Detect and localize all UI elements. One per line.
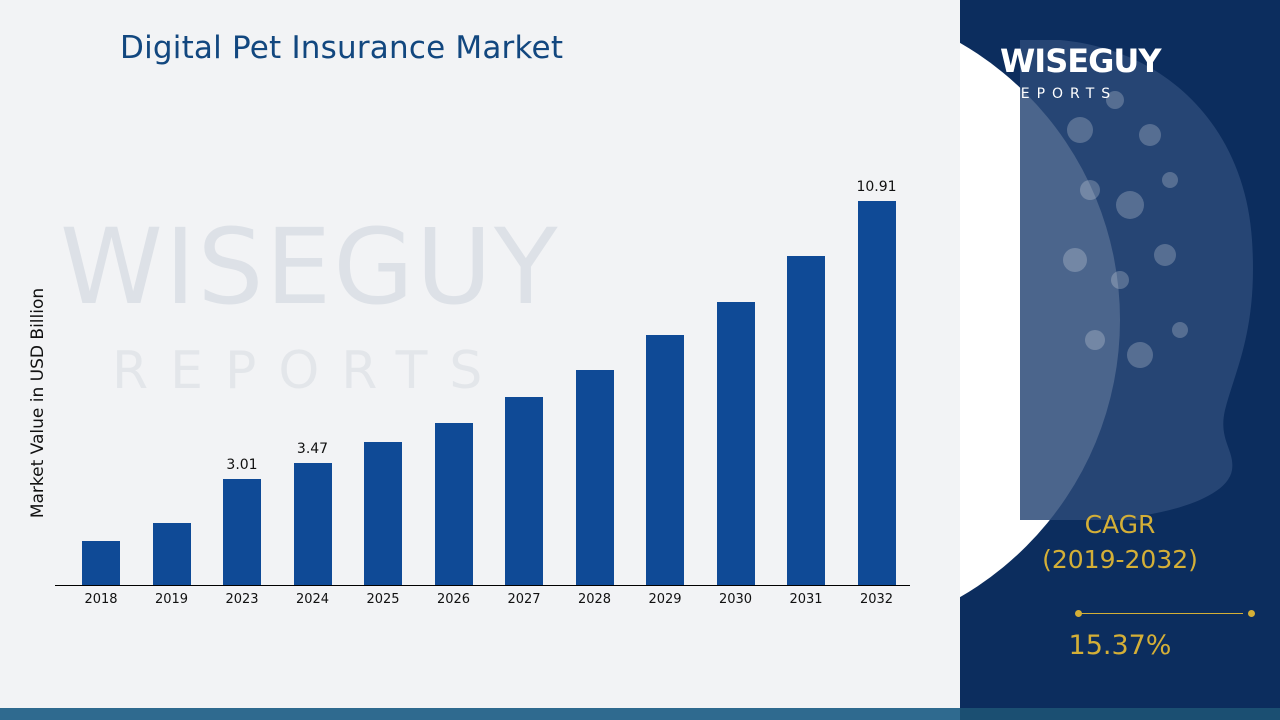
- bar: [857, 200, 896, 585]
- bar: [293, 462, 332, 585]
- x-tick-label: 2030: [718, 592, 753, 607]
- bar-slot: [137, 523, 207, 585]
- brand-panel: [960, 0, 1280, 710]
- bar-value-label: 3.47: [296, 440, 329, 457]
- chart-canvas: WISEGUY REPORTS Digital Pet Insurance Ma…: [28, 0, 912, 607]
- page-title: Digital Pet Insurance Market: [120, 30, 564, 66]
- x-tick-label: 2029: [648, 592, 682, 607]
- bar: [575, 370, 614, 585]
- head-silhouette-icon: [1020, 40, 1253, 520]
- cagr-divider-dot-left: [1075, 610, 1082, 617]
- bar-slot: [207, 479, 277, 585]
- bar-slot: [278, 462, 348, 585]
- bar: [787, 255, 825, 585]
- x-tick-label: 2028: [577, 592, 612, 607]
- bar-slot: [630, 334, 700, 585]
- bar-value-label: 10.91: [856, 178, 897, 195]
- bar-slot: [560, 370, 630, 585]
- bar: [82, 540, 120, 585]
- x-tick-label: 2032: [859, 592, 894, 607]
- bar: [716, 301, 755, 585]
- bar-series: 3.01 3.47 10.91: [55, 178, 912, 585]
- bar-slot: [701, 301, 771, 585]
- x-tick-label: 2031: [789, 592, 823, 607]
- y-axis-label-text: Market Value in USD Billion: [28, 287, 48, 519]
- bar-slot: [419, 423, 489, 585]
- bar-slot: [348, 442, 418, 585]
- bar: [152, 523, 191, 585]
- x-tick-label: 2027: [507, 592, 541, 607]
- bottom-strip-left: [0, 708, 960, 720]
- bar-slot: [66, 540, 136, 585]
- logo-text: WISEGUY: [1000, 42, 1162, 80]
- y-axis-label: Market Value in USD Billion: [28, 0, 48, 518]
- logo-subtext: REPORTS: [1004, 86, 1118, 102]
- logo: WISEGUY REPORTS: [1000, 40, 1230, 120]
- x-axis-line: [55, 585, 910, 586]
- x-tick-label: 2026: [436, 592, 471, 607]
- bar: [646, 334, 684, 585]
- cagr-divider-dot-right: [1248, 610, 1255, 617]
- cagr-label: CAGR: [1084, 510, 1156, 539]
- y-axis-line: [55, 222, 56, 585]
- bar-slot: [771, 255, 841, 585]
- cagr-value: 15.37%: [1068, 630, 1172, 661]
- cagr-years: (2019-2032): [1042, 545, 1198, 574]
- cagr-divider: [1078, 613, 1243, 614]
- bar: [505, 396, 543, 585]
- x-tick-label: 2023: [225, 592, 259, 607]
- bar-value-label: 3.01: [226, 457, 258, 473]
- bar-slot: [489, 396, 559, 585]
- x-tick-label: 2019: [154, 592, 189, 607]
- bar: [223, 479, 261, 585]
- x-tick-label: 2025: [366, 592, 400, 607]
- bar: [434, 423, 473, 585]
- x-tick-label: 2018: [84, 592, 118, 607]
- bar-slot: [842, 200, 912, 585]
- bar: [364, 442, 402, 585]
- x-tick-label: 2024: [295, 592, 330, 607]
